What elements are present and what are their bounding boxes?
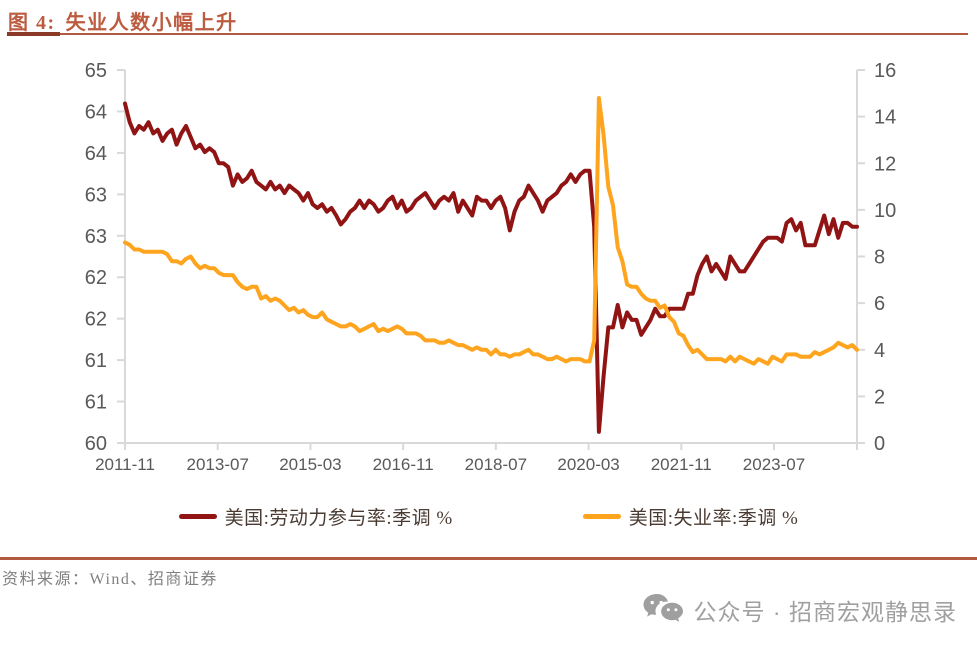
chart-legend: 美国:劳动力参与率:季调 % 美国:失业率:季调 % xyxy=(0,503,977,530)
footer-separator-line xyxy=(0,557,977,560)
legend-item-unemployment: 美国:失业率:季调 % xyxy=(582,503,799,530)
figure-title-row: 图 4: 失业人数小幅上升 xyxy=(8,6,238,35)
x-axis-tick-label: 2011-11 xyxy=(95,455,155,474)
left-axis-tick-label: 64 xyxy=(85,143,107,165)
x-axis-tick-label: 2016-11 xyxy=(373,455,434,474)
x-axis-tick-label: 2023-07 xyxy=(743,455,805,474)
title-underline-dark xyxy=(7,32,60,36)
right-axis-tick-label: 8 xyxy=(874,247,885,269)
legend-item-participation: 美国:劳动力参与率:季调 % xyxy=(178,503,453,530)
right-axis-tick-label: 16 xyxy=(874,60,896,82)
wechat-icon xyxy=(643,594,683,622)
left-axis-tick-label: 64 xyxy=(85,101,107,123)
right-axis-tick-label: 12 xyxy=(874,153,896,175)
right-axis-tick-label: 10 xyxy=(874,200,896,222)
left-axis-tick-label: 60 xyxy=(85,433,107,455)
dual-axis-line-chart: 6564646363626261616016141210864202011-11… xyxy=(85,60,897,474)
right-axis-tick-label: 2 xyxy=(874,386,885,408)
x-axis-tick-label: 2013-07 xyxy=(187,455,249,474)
watermark-text: 公众号 · 招商宏观静思录 xyxy=(693,599,957,625)
left-axis-tick-label: 62 xyxy=(85,267,107,289)
left-axis-tick-label: 62 xyxy=(85,309,107,331)
figure-title: 失业人数小幅上升 xyxy=(65,12,238,34)
right-axis-tick-label: 0 xyxy=(874,433,885,455)
right-axis-tick-label: 14 xyxy=(874,107,896,129)
title-underline-light xyxy=(7,33,968,35)
left-axis-tick-label: 65 xyxy=(85,60,107,82)
x-axis-tick-label: 2020-03 xyxy=(557,455,619,474)
left-axis-tick-label: 61 xyxy=(85,392,107,414)
right-axis-tick-label: 4 xyxy=(874,340,885,362)
unemployment-rate-line xyxy=(123,96,859,366)
legend-label-participation: 美国:劳动力参与率:季调 % xyxy=(224,508,453,529)
legend-label-unemployment: 美国:失业率:季调 % xyxy=(628,508,799,529)
left-axis-tick-label: 63 xyxy=(85,184,107,206)
right-axis-tick-label: 6 xyxy=(874,293,885,315)
participation-rate-line xyxy=(123,101,859,434)
x-axis-tick-label: 2018-07 xyxy=(465,455,527,474)
x-axis-tick-label: 2015-03 xyxy=(279,455,341,474)
left-axis-tick-label: 63 xyxy=(85,226,107,248)
figure-number-label: 图 4: xyxy=(8,12,56,34)
x-axis-tick-label: 2021-11 xyxy=(651,455,712,474)
left-axis-tick-label: 61 xyxy=(85,350,107,372)
source-note: 资料来源：Wind、招商证券 xyxy=(2,571,218,588)
participation-line-swatch xyxy=(178,514,217,519)
unemployment-line-swatch xyxy=(582,514,621,519)
watermark: 公众号 · 招商宏观静思录 xyxy=(642,592,957,628)
